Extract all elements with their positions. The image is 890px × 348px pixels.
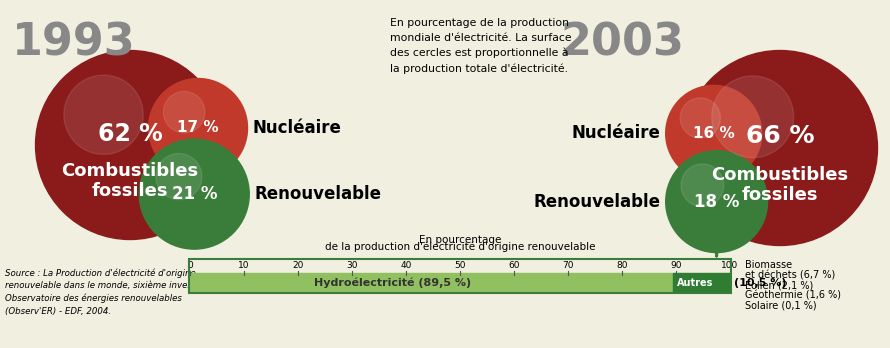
Circle shape [64, 75, 143, 155]
Text: 18 %: 18 % [694, 193, 740, 211]
Circle shape [156, 153, 202, 200]
Text: 80: 80 [616, 261, 627, 270]
Text: 30: 30 [346, 261, 358, 270]
Circle shape [149, 79, 247, 177]
Text: Biomasse: Biomasse [745, 260, 792, 270]
Bar [190, 273, 674, 292]
Circle shape [680, 98, 720, 138]
Bar [189, 259, 731, 293]
Text: 0: 0 [187, 261, 193, 270]
Circle shape [139, 139, 249, 249]
Text: Autres: Autres [676, 277, 713, 287]
Circle shape [712, 76, 794, 158]
Circle shape [164, 92, 205, 133]
Text: et déchets (6,7 %): et déchets (6,7 %) [745, 270, 835, 280]
Text: Eolien (2,1 %): Eolien (2,1 %) [745, 280, 813, 290]
Text: En pourcentage de la production
mondiale d'électricité. La surface
des cercles e: En pourcentage de la production mondiale… [390, 18, 571, 74]
Text: 50: 50 [454, 261, 465, 270]
Circle shape [36, 50, 224, 239]
Circle shape [681, 164, 724, 207]
Text: 62 %: 62 % [98, 122, 162, 146]
Text: Source : La Production d'électricité d'origine
renouvelable dans le monde, sixiè: Source : La Production d'électricité d'o… [5, 268, 215, 316]
Text: 16 %: 16 % [692, 126, 734, 141]
Text: 66 %: 66 % [746, 124, 814, 148]
Circle shape [683, 50, 878, 245]
Text: 17 %: 17 % [177, 120, 219, 135]
Bar [674, 273, 730, 292]
Text: 20: 20 [292, 261, 303, 270]
Text: 90: 90 [670, 261, 682, 270]
Text: 40: 40 [400, 261, 412, 270]
Text: Combustibles
fossiles: Combustibles fossiles [711, 166, 848, 204]
Text: de la production d'électricité d'origine renouvelable: de la production d'électricité d'origine… [325, 242, 595, 252]
Text: 70: 70 [562, 261, 574, 270]
Text: Nucléaire: Nucléaire [572, 124, 660, 142]
Text: Solaire (0,1 %): Solaire (0,1 %) [745, 300, 817, 310]
Text: Renouvelable: Renouvelable [255, 185, 381, 203]
Text: 60: 60 [508, 261, 520, 270]
Text: 21 %: 21 % [172, 185, 217, 203]
Circle shape [666, 151, 767, 253]
Text: 10: 10 [239, 261, 250, 270]
Text: 1993: 1993 [12, 22, 135, 65]
Circle shape [666, 85, 762, 181]
Text: En pourcentage: En pourcentage [419, 235, 501, 245]
Text: Renouvelable: Renouvelable [534, 193, 660, 211]
Text: 100: 100 [722, 261, 739, 270]
Text: Nucléaire: Nucléaire [253, 119, 342, 137]
Text: Hydroélectricité (89,5 %): Hydroélectricité (89,5 %) [314, 277, 472, 288]
Text: 2003: 2003 [560, 22, 684, 65]
Text: Géothermie (1,6 %): Géothermie (1,6 %) [745, 290, 841, 300]
Text: (10,5 %): (10,5 %) [734, 277, 787, 287]
Text: Combustibles
fossiles: Combustibles fossiles [61, 161, 198, 200]
